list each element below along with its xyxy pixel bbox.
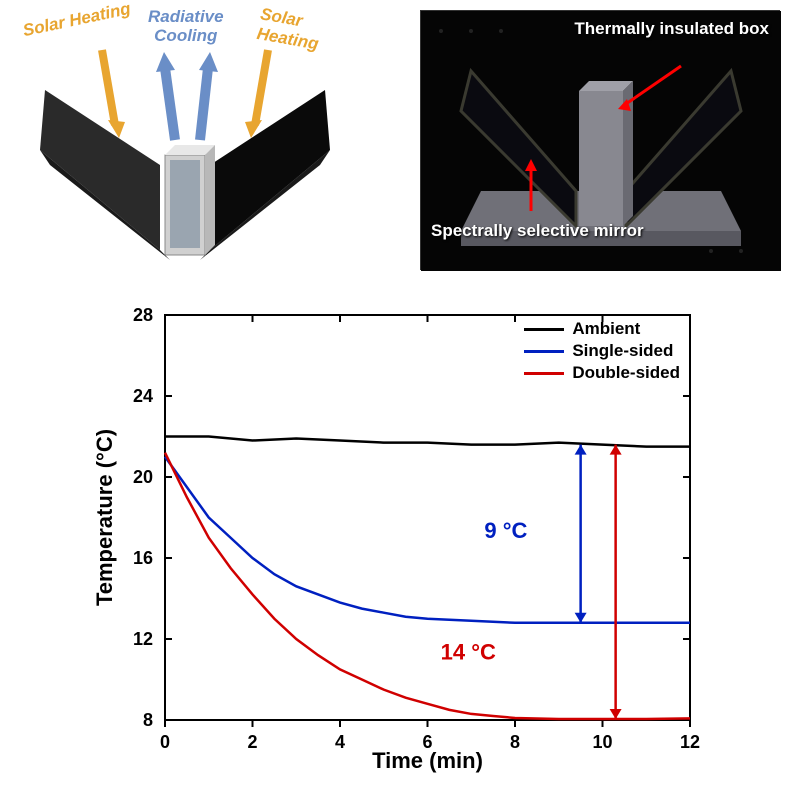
svg-text:Time (min): Time (min) (372, 748, 483, 773)
temperature-chart: 02468101281216202428Time (min)Temperatur… (90, 300, 710, 780)
svg-text:0: 0 (160, 732, 170, 752)
emitter-box (165, 145, 215, 255)
svg-text:9 °C: 9 °C (484, 518, 527, 543)
svg-text:10: 10 (592, 732, 612, 752)
legend-label: Single-sided (572, 341, 673, 361)
svg-text:2: 2 (247, 732, 257, 752)
cooling-arrow-1 (156, 52, 175, 140)
chart-legend: AmbientSingle-sidedDouble-sided (524, 319, 680, 385)
legend-item: Double-sided (524, 363, 680, 383)
svg-text:Temperature (°C): Temperature (°C) (92, 429, 117, 606)
schematic-diagram: Solar Heating Solar Heating RadiativeCoo… (20, 10, 350, 290)
svg-text:20: 20 (133, 467, 153, 487)
svg-text:8: 8 (143, 710, 153, 730)
svg-text:12: 12 (680, 732, 700, 752)
svg-text:14 °C: 14 °C (441, 639, 496, 664)
cooling-arrow-2 (199, 52, 218, 140)
svg-text:24: 24 (133, 386, 153, 406)
svg-text:12: 12 (133, 629, 153, 649)
svg-text:16: 16 (133, 548, 153, 568)
svg-text:4: 4 (335, 732, 345, 752)
svg-text:8: 8 (510, 732, 520, 752)
legend-item: Ambient (524, 319, 680, 339)
mirror-label: Spectrally selective mirror (431, 221, 644, 241)
solar-arrow-left (102, 50, 125, 138)
svg-text:28: 28 (133, 305, 153, 325)
insulated-box-label: Thermally insulated box (574, 19, 769, 39)
legend-label: Double-sided (572, 363, 680, 383)
legend-item: Single-sided (524, 341, 680, 361)
solar-arrow-right (245, 50, 268, 138)
radiative-cooling-label: RadiativeCooling (148, 8, 224, 45)
legend-label: Ambient (572, 319, 640, 339)
experiment-photo: Thermally insulated box Spectrally selec… (420, 10, 780, 270)
schematic-svg (20, 10, 350, 290)
